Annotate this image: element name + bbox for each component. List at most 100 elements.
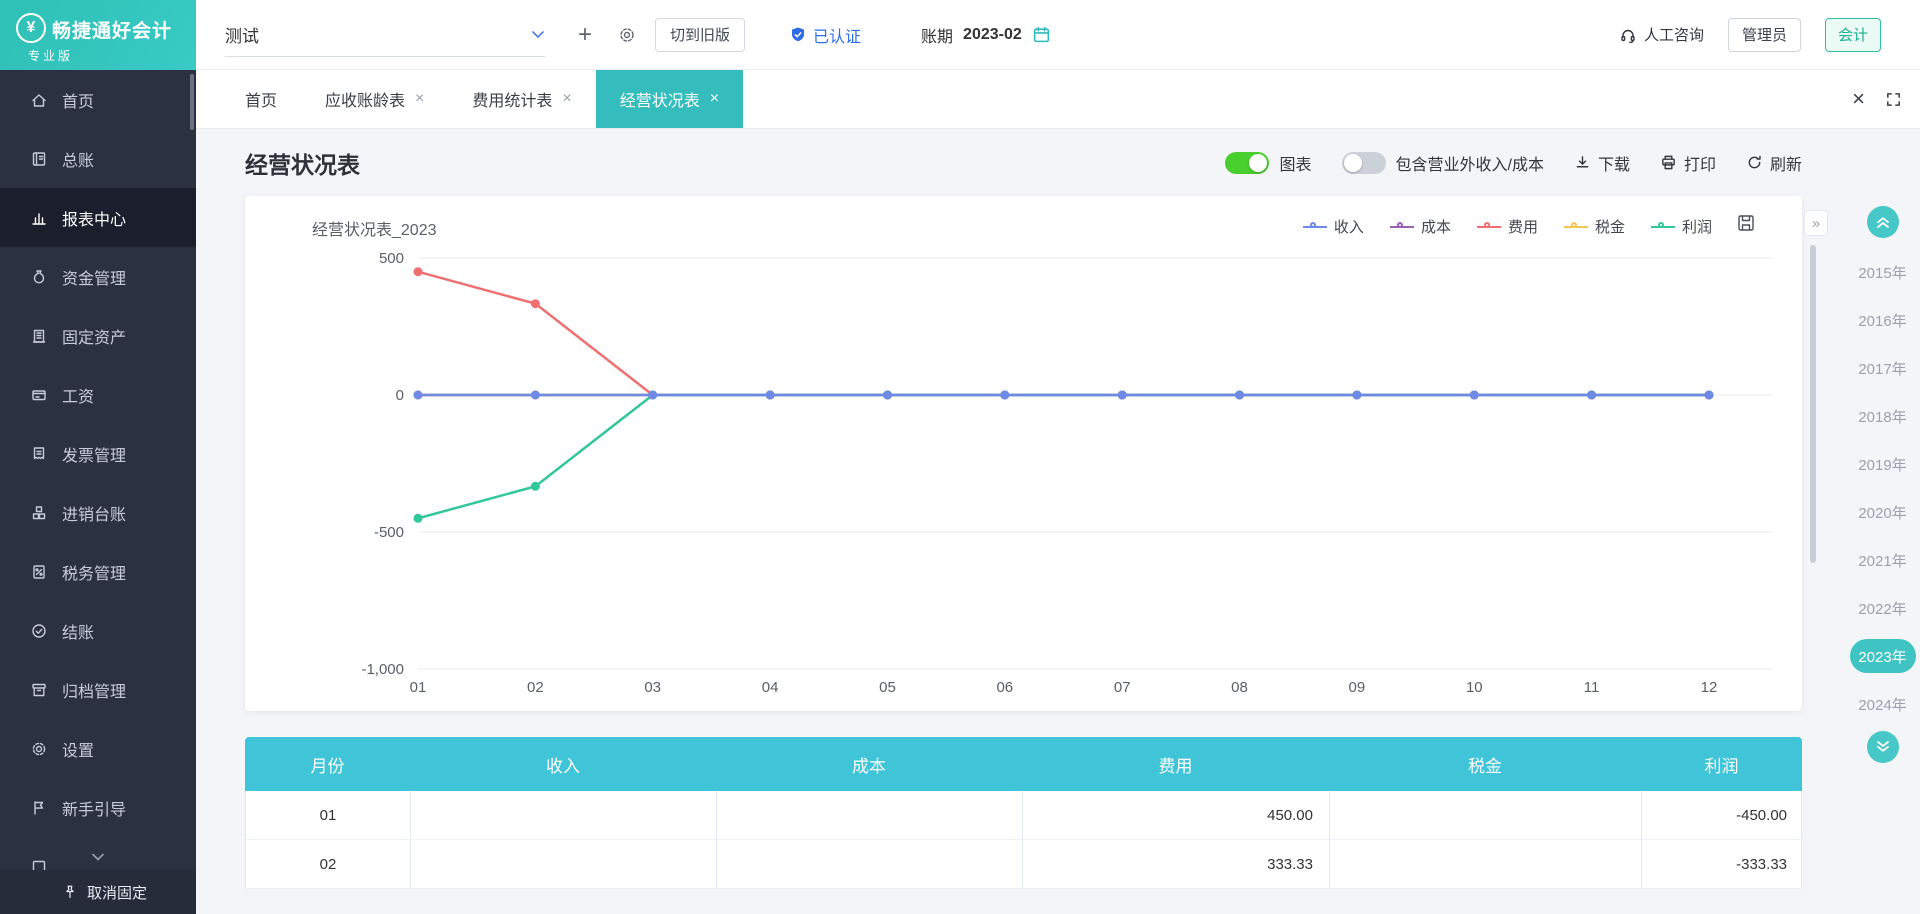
include-nonoperating-toggle[interactable] [1341,151,1386,174]
sidebar-item-guide[interactable]: 新手引导 [0,778,196,837]
account-settings-button[interactable] [613,21,641,49]
cell-income [411,840,717,889]
legend-marker-icon [1389,221,1414,232]
svg-text:05: 05 [879,679,896,696]
col-header-cost: 成本 [852,756,886,776]
year-item-2022[interactable]: 2022年 [1858,600,1907,618]
sidebar-item-invoice[interactable]: 发票管理 [0,424,196,483]
cell-month: 01 [246,791,411,840]
brand-header: ¥ 畅捷通好会计 专业版 [0,0,196,70]
legend-item-3[interactable]: 费用 [1476,216,1538,237]
switch-old-version-button[interactable]: 切到旧版 [655,17,746,52]
tab-expense-stats[interactable]: 费用统计表 × [472,90,572,110]
table-row[interactable]: 02 333.33 -333.33 [245,840,1803,889]
svg-text:-500: -500 [374,524,404,541]
year-item-2016[interactable]: 2016年 [1858,312,1907,330]
sidebar-item-label: 固定资产 [62,329,127,347]
main-scrollbar[interactable] [1810,245,1816,563]
sidebar-item-label: 资金管理 [62,270,127,288]
year-item-2017[interactable]: 2017年 [1858,360,1907,378]
generic-icon [30,858,48,870]
printer-icon [1662,155,1675,170]
unpin-button[interactable]: 取消固定 [0,870,196,914]
year-panel: 2015年 2016年 2017年 2018年 2019年 2020年 2021… [1845,129,1920,914]
check-circle-icon [30,622,48,640]
tab-operating-status[interactable]: 经营状况表 × [595,70,744,128]
sidebar-item-report-center[interactable]: 报表中心 [0,188,196,247]
fullscreen-icon[interactable] [1885,91,1902,108]
download-button[interactable]: 下载 [1574,151,1630,175]
account-name: 测试 [225,26,259,46]
sidebar-item-home[interactable]: 首页 [0,70,196,129]
role-button[interactable]: 会计 [1824,17,1881,52]
year-item-2021[interactable]: 2021年 [1858,552,1907,570]
year-item-2020[interactable]: 2020年 [1858,504,1907,522]
year-item-2023[interactable]: 2023年 [1845,632,1920,680]
support-button[interactable]: 人工咨询 [1619,24,1704,45]
table-header-row: 月份 收入 成本 费用 税金 利润 [245,737,1802,791]
page-title: 经营状况表 [245,151,360,178]
year-item-2024[interactable]: 2024年 [1858,696,1907,714]
year-scroll-down-button[interactable] [1866,731,1899,763]
cell-profit: -333.33 [1642,840,1803,889]
sidebar-item-salary[interactable]: 工资 [0,365,196,424]
legend-item-4[interactable]: 税金 [1563,216,1625,237]
legend-item-5[interactable]: 利润 [1650,216,1712,237]
col-header-profit: 利润 [1704,756,1739,776]
svg-text:07: 07 [1114,679,1131,696]
legend-item-1[interactable]: 收入 [1302,216,1364,237]
add-account-button[interactable]: + [571,21,599,49]
sidebar-item-archive[interactable]: 归档管理 [0,660,196,719]
svg-text:11: 11 [1584,679,1600,696]
year-item-2018[interactable]: 2018年 [1858,408,1907,426]
refresh-button[interactable]: 刷新 [1746,151,1802,175]
sidebar-scrollbar[interactable] [190,74,194,130]
sidebar-item-clipped[interactable] [0,837,196,870]
main-area: 测试 + 切到旧版 已认证 账期 2023-02 [196,0,1920,914]
sidebar-scroll-down-icon[interactable] [0,852,196,862]
plus-icon: + [577,20,592,48]
headset-icon [1621,29,1635,43]
print-button[interactable]: 打印 [1660,151,1716,175]
close-tab-icon[interactable]: × [562,90,572,107]
cell-cost [717,791,1023,840]
salary-card-icon [30,386,48,404]
year-item-2015[interactable]: 2015年 [1858,264,1907,282]
period-value[interactable]: 2023-02 [963,25,1022,43]
account-select[interactable]: 测试 [225,13,545,57]
sidebar-item-fund[interactable]: 资金管理 [0,247,196,306]
legend-item-2[interactable]: 成本 [1389,216,1451,237]
collapse-year-panel-button[interactable]: » [1804,210,1828,236]
close-all-tabs-icon[interactable]: × [1852,86,1865,111]
download-icon [1576,156,1589,168]
sidebar-item-inventory[interactable]: 进销台账 [0,483,196,542]
sidebar-item-fixed-asset[interactable]: 固定资产 [0,306,196,365]
sidebar-item-tax[interactable]: 税务管理 [0,542,196,601]
ledger-icon [30,150,48,168]
tab-receivable-aging[interactable]: 应收账龄表 × [325,90,425,110]
unpin-icon [66,885,74,898]
close-tab-icon[interactable]: × [415,90,425,107]
legend-marker-icon [1476,221,1501,232]
year-item-2019[interactable]: 2019年 [1858,456,1907,474]
brand-title: 畅捷通好会计 [52,21,173,42]
certified-badge[interactable]: 已认证 [789,23,861,47]
col-header-expense: 费用 [1158,756,1193,776]
content: 经营状况表 图表 包含营业外收入/成本 下载 [196,129,1920,914]
sidebar-item-ledger[interactable]: 总账 [0,129,196,188]
save-as-image-button[interactable] [1736,213,1756,233]
cell-expense: 333.33 [1023,840,1330,889]
sidebar-item-settings[interactable]: 设置 [0,719,196,778]
sidebar-item-closing[interactable]: 结账 [0,601,196,660]
sidebar-item-label: 总账 [62,152,95,170]
tab-home[interactable]: 首页 [245,93,278,110]
year-scroll-up-button[interactable] [1866,206,1899,238]
chart-toggle[interactable] [1225,151,1270,174]
close-tab-icon[interactable]: × [709,90,720,107]
money-bag-icon [30,268,48,286]
sidebar-item-label: 发票管理 [62,447,127,465]
admin-button[interactable]: 管理员 [1727,17,1801,52]
calendar-icon[interactable] [1032,25,1051,44]
table-row[interactable]: 01 450.00 -450.00 [245,791,1803,840]
